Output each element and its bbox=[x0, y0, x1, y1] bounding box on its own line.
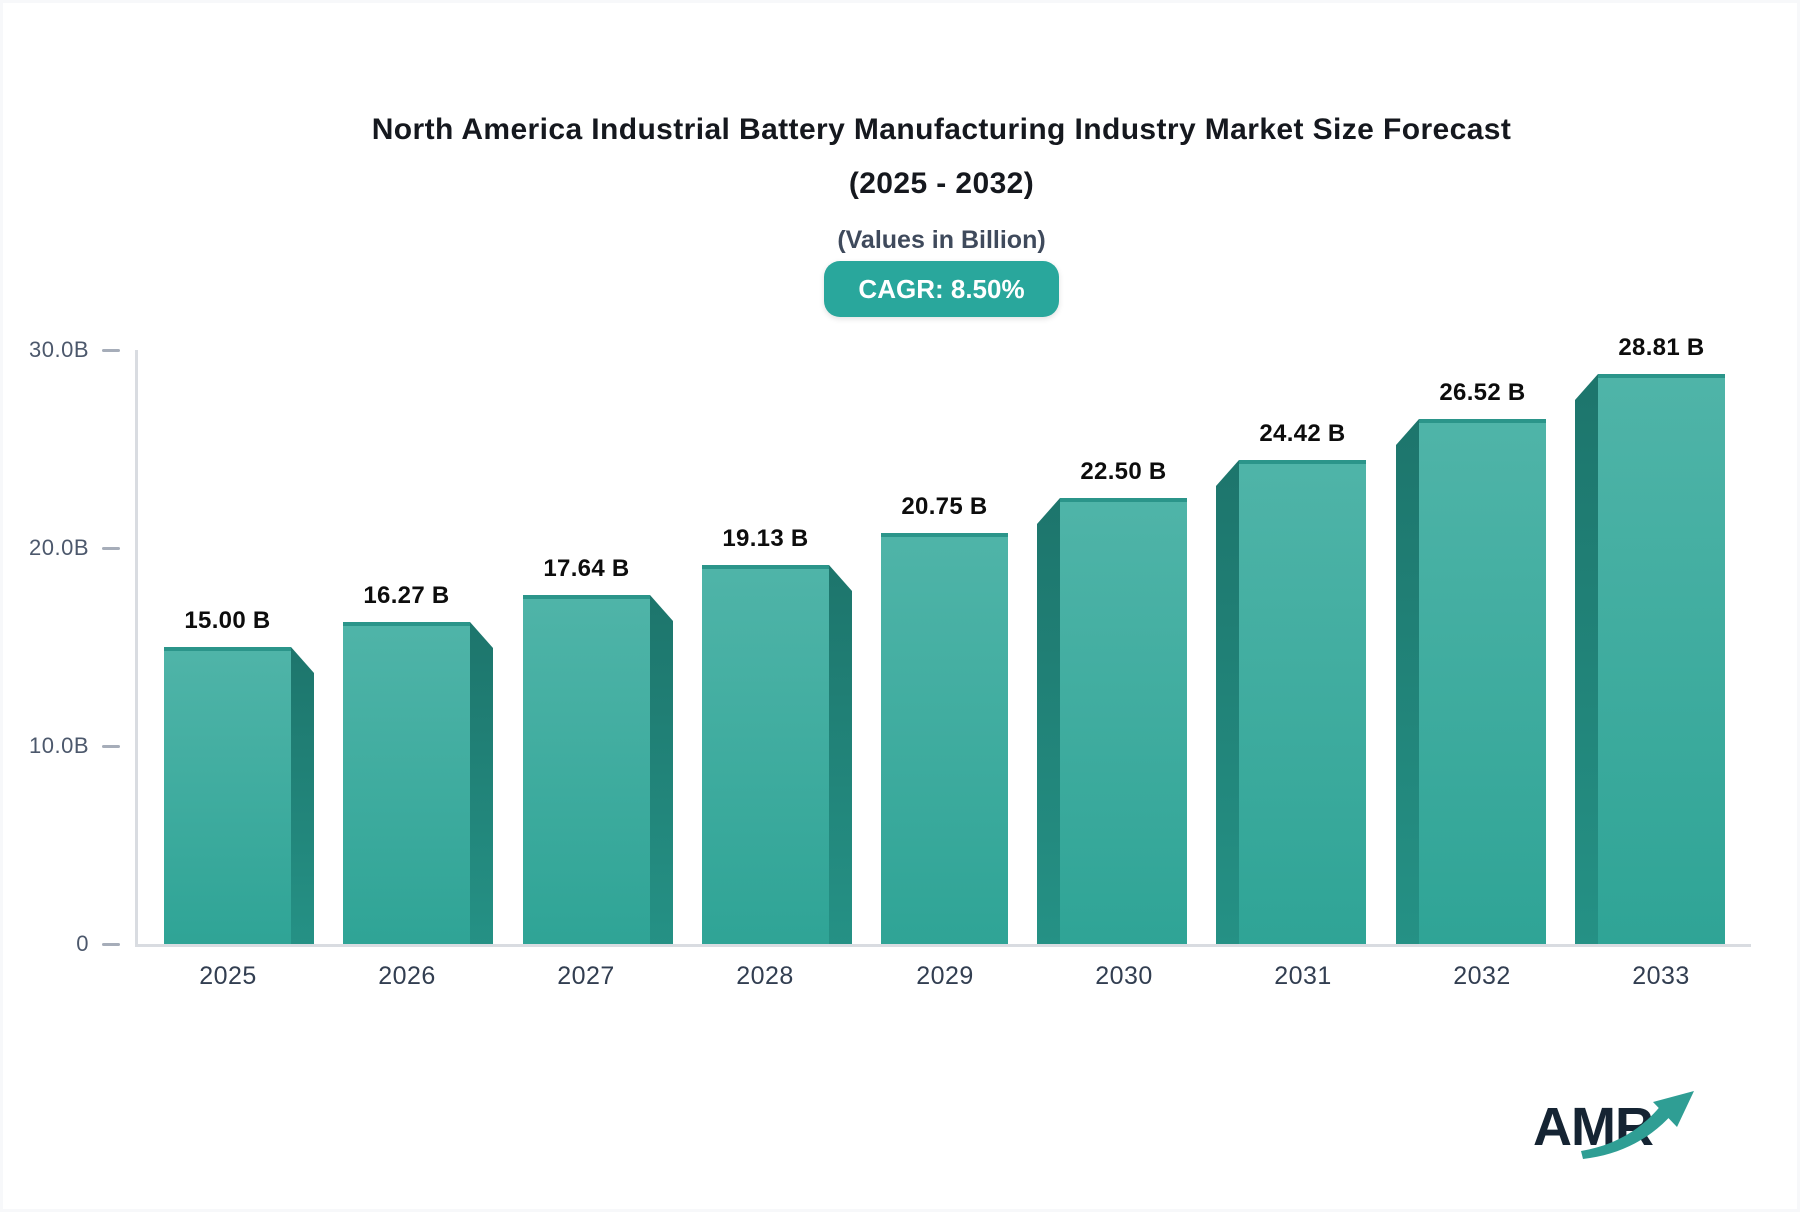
x-axis-label: 2025 bbox=[199, 962, 257, 990]
bar-face bbox=[1419, 419, 1546, 944]
bar-side bbox=[291, 647, 314, 944]
plot-area: 30.0B 20.0B 10.0B 0 15.00 B 2025 16.27 B 2026 17… bbox=[29, 334, 1751, 990]
bar-side bbox=[650, 595, 673, 944]
x-axis-label: 2032 bbox=[1453, 962, 1511, 990]
bar-2032: 26.52 B bbox=[1396, 379, 1546, 944]
chart-title-line2: (2025 - 2032) bbox=[848, 167, 1035, 200]
bar-side bbox=[1037, 498, 1060, 944]
bar-side bbox=[1575, 374, 1598, 944]
bar-value-label: 19.13 B bbox=[722, 525, 809, 552]
bar-2027: 17.64 B bbox=[523, 555, 673, 944]
chart-title-line1: North America Industrial Battery Manufac… bbox=[371, 113, 1512, 146]
bar-face bbox=[523, 595, 650, 944]
y-axis-tick-label: 20.0B bbox=[29, 535, 89, 560]
bar-value-label: 26.52 B bbox=[1439, 379, 1526, 406]
bar-face bbox=[1239, 460, 1366, 944]
cagr-badge: CAGR: 8.50% bbox=[824, 261, 1059, 317]
x-axis-label: 2029 bbox=[916, 962, 974, 990]
y-axis-tick: 30.0B bbox=[20, 335, 120, 365]
y-axis-tick: 10.0B bbox=[20, 731, 120, 761]
bar-value-label: 22.50 B bbox=[1080, 458, 1167, 485]
bar-side bbox=[829, 565, 852, 944]
x-axis-label: 2033 bbox=[1632, 962, 1690, 990]
y-axis-tick-dash bbox=[102, 744, 120, 748]
bar-side bbox=[470, 622, 493, 944]
bar-value-label: 28.81 B bbox=[1618, 334, 1705, 361]
y-axis-tick-label: 10.0B bbox=[29, 733, 89, 758]
amr-logo-text: AMR bbox=[1533, 1097, 1653, 1157]
bar-value-label: 16.27 B bbox=[363, 582, 450, 609]
x-axis-label: 2030 bbox=[1095, 962, 1153, 990]
y-axis-tick: 20.0B bbox=[20, 533, 120, 563]
bar-2030: 22.50 B bbox=[1037, 458, 1187, 944]
cagr-badge-wrap: CAGR: 8.50% bbox=[135, 261, 1748, 317]
bar-face bbox=[1060, 498, 1187, 944]
chart-header: North America Industrial Battery Manufac… bbox=[135, 103, 1748, 317]
growth-arrow-icon bbox=[1581, 1091, 1694, 1159]
bar-2033: 28.81 B bbox=[1575, 334, 1725, 944]
bar-2028: 19.13 B bbox=[702, 525, 852, 944]
y-axis-tick-label: 30.0B bbox=[29, 337, 89, 362]
y-axis-tick-dash bbox=[102, 546, 120, 550]
chart-subtitle: (Values in Billion) bbox=[837, 226, 1046, 254]
x-axis-label: 2027 bbox=[557, 962, 615, 990]
x-axis-label: 2031 bbox=[1274, 962, 1332, 990]
bar-2026: 16.27 B bbox=[343, 582, 493, 944]
x-axis-label: 2026 bbox=[378, 962, 436, 990]
bar-face bbox=[1598, 374, 1725, 944]
y-axis-tick-dash bbox=[102, 942, 120, 946]
bar-face bbox=[343, 622, 470, 944]
bar-value-label: 20.75 B bbox=[901, 493, 988, 520]
bar-face bbox=[702, 565, 829, 944]
bar-value-label: 17.64 B bbox=[543, 555, 630, 582]
bar-2029: 20.75 B bbox=[881, 493, 1008, 944]
y-axis-tick-dash bbox=[102, 348, 120, 352]
y-axis-tick: 0 bbox=[20, 929, 120, 959]
bar-value-label: 15.00 B bbox=[184, 607, 271, 634]
bar-2031: 24.42 B bbox=[1216, 420, 1366, 944]
bar-2025: 15.00 B bbox=[164, 607, 314, 944]
bar-face bbox=[881, 533, 1008, 944]
amr-logo: AMR bbox=[1533, 1091, 1694, 1159]
y-axis-tick-label: 0 bbox=[76, 931, 89, 956]
bar-side bbox=[1216, 460, 1239, 944]
bar-face bbox=[164, 647, 291, 944]
bar-side bbox=[1396, 419, 1419, 944]
x-axis-label: 2028 bbox=[736, 962, 794, 990]
bar-value-label: 24.42 B bbox=[1259, 420, 1346, 447]
